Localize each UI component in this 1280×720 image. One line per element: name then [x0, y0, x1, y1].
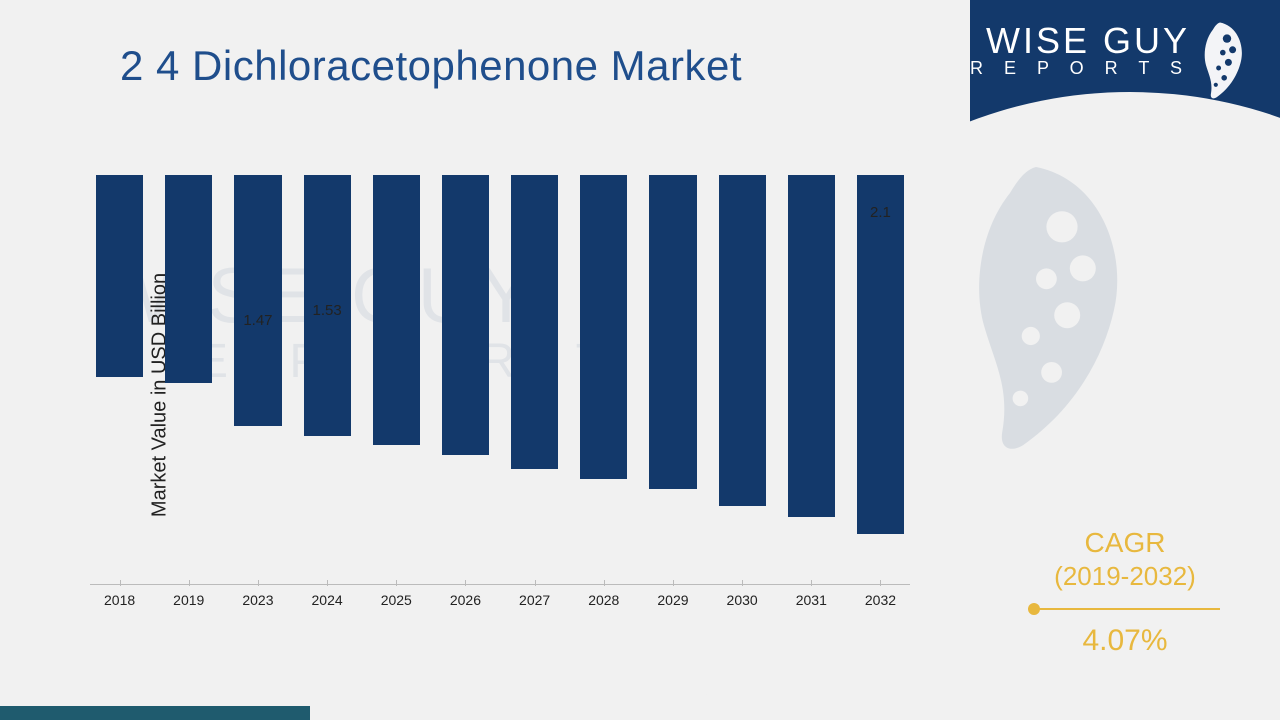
- x-axis: 2018 2019 2023 2024 2025 2026 2027 2028 2029 2030…: [90, 585, 910, 615]
- bar: [788, 175, 835, 517]
- bar-chart: Market Value in USD Billion 1.471.532.1 …: [50, 175, 910, 615]
- bar-column: [788, 175, 835, 584]
- bar-column: 2.1: [857, 175, 904, 584]
- brand-line1: WISE GUY: [970, 20, 1190, 62]
- brand-line2: R E P O R T S: [970, 58, 1190, 79]
- bar: [719, 175, 766, 506]
- cagr-label: CAGR: [1014, 527, 1236, 559]
- bar-column: [373, 175, 420, 584]
- bar-column: 1.47: [234, 175, 281, 584]
- bar: [511, 175, 558, 469]
- bar-column: [165, 175, 212, 584]
- x-tick-label: 2029: [649, 585, 696, 615]
- x-tick-label: 2032: [857, 585, 904, 615]
- x-tick-label: 2031: [788, 585, 835, 615]
- chart-title: 2 4 Dichloracetophenone Market: [120, 42, 742, 90]
- cagr-value: 4.07%: [1014, 624, 1236, 658]
- x-tick-label: 2025: [373, 585, 420, 615]
- bar: [580, 175, 627, 479]
- x-tick-label: 2027: [511, 585, 558, 615]
- x-tick-label: 2024: [304, 585, 351, 615]
- bar: [373, 175, 420, 445]
- cagr-divider: [1030, 608, 1220, 610]
- plot-area: 1.47 1.53 2.1: [90, 175, 910, 585]
- x-tick-label: 2018: [96, 585, 143, 615]
- x-tick-label: 2023: [234, 585, 281, 615]
- x-tick-label: 2019: [165, 585, 212, 615]
- bar: [442, 175, 489, 455]
- bar: [649, 175, 696, 489]
- cagr-range: (2019-2032): [1014, 561, 1236, 592]
- bar-column: [511, 175, 558, 584]
- bar: [857, 175, 904, 534]
- x-tick-label: 2026: [442, 585, 489, 615]
- bar: [234, 175, 281, 426]
- x-tick-label: 2028: [580, 585, 627, 615]
- bar-value-label: 2.1: [870, 204, 891, 221]
- bar-column: [649, 175, 696, 584]
- bar-value-label: 1.53: [312, 302, 341, 319]
- bar: [96, 175, 143, 377]
- bar-column: [442, 175, 489, 584]
- infographic-canvas: 2 4 Dichloracetophenone Market WISE GUY …: [0, 0, 1280, 720]
- bottom-accent-bar: [0, 706, 310, 720]
- bar-column: 1.53: [304, 175, 351, 584]
- bar-column: [580, 175, 627, 584]
- bar-column: [96, 175, 143, 584]
- brand-logo: WISE GUY R E P O R T S: [970, 20, 1246, 79]
- bar-value-label: 1.47: [243, 312, 272, 329]
- watermark-head-icon: [880, 150, 1140, 470]
- cagr-block: CAGR (2019-2032) 4.07%: [1014, 527, 1236, 658]
- bar: [165, 175, 212, 383]
- bar-column: [719, 175, 766, 584]
- x-tick-label: 2030: [719, 585, 766, 615]
